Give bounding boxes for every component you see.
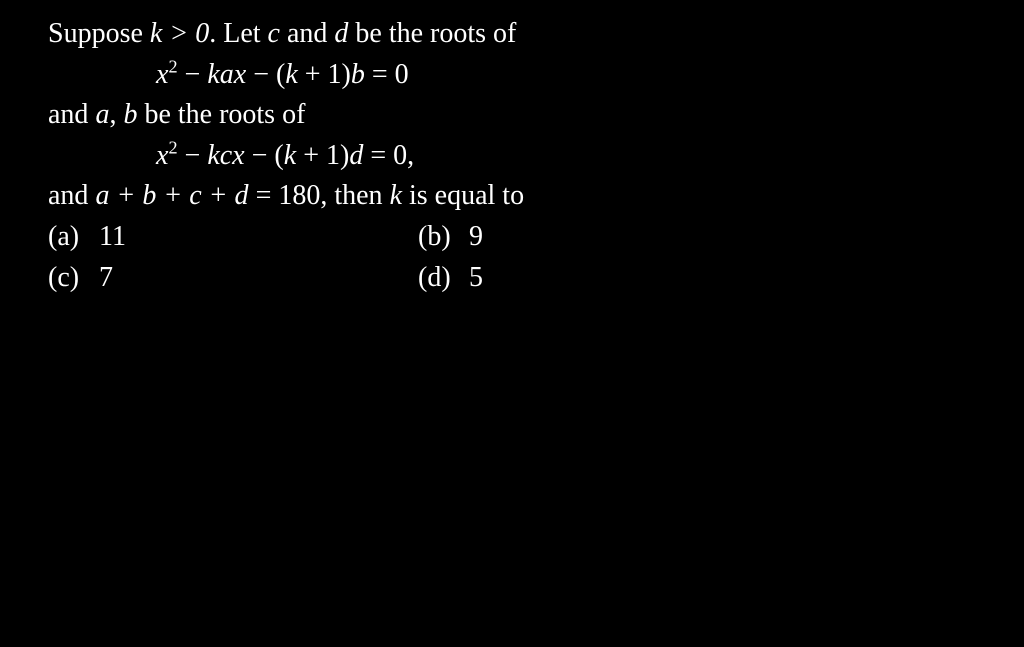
var-k: k xyxy=(284,140,296,171)
var-k: k xyxy=(285,59,297,90)
problem-line-5: and a + b + c + d = 180, then k is equal… xyxy=(48,176,994,217)
option-c: (c) 7 xyxy=(48,258,418,299)
op: − ( xyxy=(245,140,284,171)
option-label: (d) xyxy=(418,258,462,299)
option-value: 11 xyxy=(99,221,126,252)
var-x: x xyxy=(156,59,168,90)
var-k: k xyxy=(390,180,402,211)
variable-c: c xyxy=(268,18,280,49)
option-value: 9 xyxy=(469,221,483,252)
text: , xyxy=(109,99,123,130)
term-kax: kax xyxy=(207,59,246,90)
option-label: (b) xyxy=(418,217,462,258)
exponent: 2 xyxy=(168,137,177,157)
option-label: (a) xyxy=(48,217,92,258)
equation-2: x2 − kcx − (k + 1)d = 0, xyxy=(48,136,994,177)
problem-container: Suppose k > 0. Let c and d be the roots … xyxy=(0,0,1024,298)
problem-line-1: Suppose k > 0. Let c and d be the roots … xyxy=(48,14,994,55)
text: and xyxy=(48,180,95,211)
var-b: b xyxy=(351,59,365,90)
variable-b: b xyxy=(123,99,137,130)
option-d: (d) 5 xyxy=(418,258,994,299)
variable-d: d xyxy=(334,18,348,49)
options-row-1: (a) 11 (b) 9 xyxy=(48,217,994,258)
term-kcx: kcx xyxy=(207,140,244,171)
option-b: (b) 9 xyxy=(418,217,994,258)
option-label: (c) xyxy=(48,258,92,299)
var-d: d xyxy=(349,140,363,171)
text: = 0 xyxy=(365,59,409,90)
text: and xyxy=(48,99,95,130)
text: is equal to xyxy=(402,180,524,211)
option-a: (a) 11 xyxy=(48,217,418,258)
text: = 0, xyxy=(363,140,414,171)
option-value: 5 xyxy=(469,262,483,293)
math-expr: k > 0 xyxy=(150,18,209,49)
text: be the roots of xyxy=(137,99,305,130)
text: + 1) xyxy=(298,59,351,90)
op: − xyxy=(178,140,208,171)
text: + 1) xyxy=(296,140,349,171)
option-value: 7 xyxy=(99,262,113,293)
text: be the roots of xyxy=(348,18,516,49)
options-row-2: (c) 7 (d) 5 xyxy=(48,258,994,299)
problem-line-3: and a, b be the roots of xyxy=(48,95,994,136)
variable-a: a xyxy=(95,99,109,130)
op: − xyxy=(178,59,208,90)
exponent: 2 xyxy=(168,56,177,76)
sum-expr: a + b + c + d xyxy=(95,180,248,211)
equation-1: x2 − kax − (k + 1)b = 0 xyxy=(48,55,994,96)
text: Suppose xyxy=(48,18,150,49)
var-x: x xyxy=(156,140,168,171)
op: − ( xyxy=(246,59,285,90)
text: and xyxy=(280,18,334,49)
text: . Let xyxy=(209,18,267,49)
text: = 180, then xyxy=(249,180,390,211)
